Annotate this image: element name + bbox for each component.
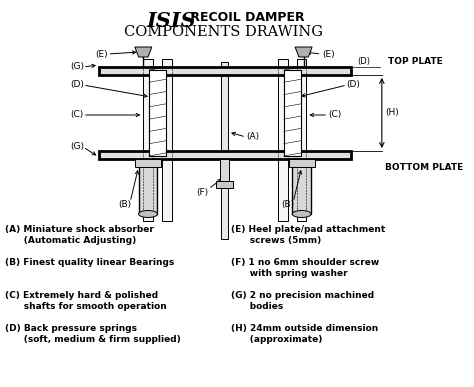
Text: COMPONENTS DRAWING: COMPONENTS DRAWING — [124, 25, 323, 39]
Text: (D) Back pressure springs
      (soft, medium & firm supplied): (D) Back pressure springs (soft, medium … — [5, 324, 181, 344]
Bar — [135, 159, 161, 167]
Ellipse shape — [292, 211, 311, 217]
Text: (A): (A) — [246, 132, 259, 142]
Bar — [284, 70, 301, 156]
Polygon shape — [135, 47, 152, 57]
Text: BOTTOM PLATE: BOTTOM PLATE — [385, 163, 463, 171]
Bar — [278, 59, 288, 221]
Text: (G): (G) — [70, 62, 84, 72]
Polygon shape — [295, 47, 312, 57]
Text: RECOIL DAMPER: RECOIL DAMPER — [186, 11, 304, 24]
Text: (A) Miniature shock absorber
      (Automatic Adjusting): (A) Miniature shock absorber (Automatic … — [5, 225, 154, 245]
Text: (B): (B) — [281, 200, 294, 209]
Bar — [162, 59, 172, 221]
Text: (H): (H) — [386, 108, 400, 118]
Text: (C) Extremely hard & polished
      shafts for smooth operation: (C) Extremely hard & polished shafts for… — [5, 291, 166, 312]
Bar — [289, 159, 315, 167]
Text: (E): (E) — [322, 50, 335, 58]
Text: (D): (D) — [346, 80, 361, 89]
Text: (G) 2 no precision machined
      bodies: (G) 2 no precision machined bodies — [231, 291, 374, 312]
Text: (E): (E) — [96, 50, 108, 58]
Text: (H) 24mm outside dimension
      (approximate): (H) 24mm outside dimension (approximate) — [231, 324, 378, 344]
Text: (C): (C) — [328, 111, 341, 120]
Text: (D): (D) — [357, 57, 371, 66]
Bar — [138, 159, 157, 214]
Text: (C): (C) — [71, 111, 84, 120]
Bar — [99, 151, 351, 159]
Text: (G): (G) — [70, 142, 84, 151]
Bar — [292, 159, 311, 214]
Bar — [99, 67, 351, 75]
Text: (B): (B) — [118, 200, 131, 209]
Bar — [143, 59, 153, 221]
Text: (F): (F) — [197, 187, 209, 197]
Text: ISIS: ISIS — [146, 11, 196, 31]
Bar — [149, 70, 166, 156]
Text: TOP PLATE: TOP PLATE — [389, 58, 443, 67]
Bar — [284, 70, 301, 156]
Ellipse shape — [138, 211, 157, 217]
Bar — [216, 181, 233, 188]
Bar — [297, 59, 306, 221]
Bar — [219, 159, 229, 181]
Text: (D): (D) — [70, 80, 84, 89]
Bar — [149, 70, 166, 156]
Text: (E) Heel plate/pad attachment
      screws (5mm): (E) Heel plate/pad attachment screws (5m… — [231, 225, 385, 245]
Text: (B) Finest quality linear Bearings: (B) Finest quality linear Bearings — [5, 258, 174, 267]
Text: (F) 1 no 6mm shoulder screw
      with spring washer: (F) 1 no 6mm shoulder screw with spring … — [231, 258, 379, 279]
Bar — [220, 62, 228, 239]
